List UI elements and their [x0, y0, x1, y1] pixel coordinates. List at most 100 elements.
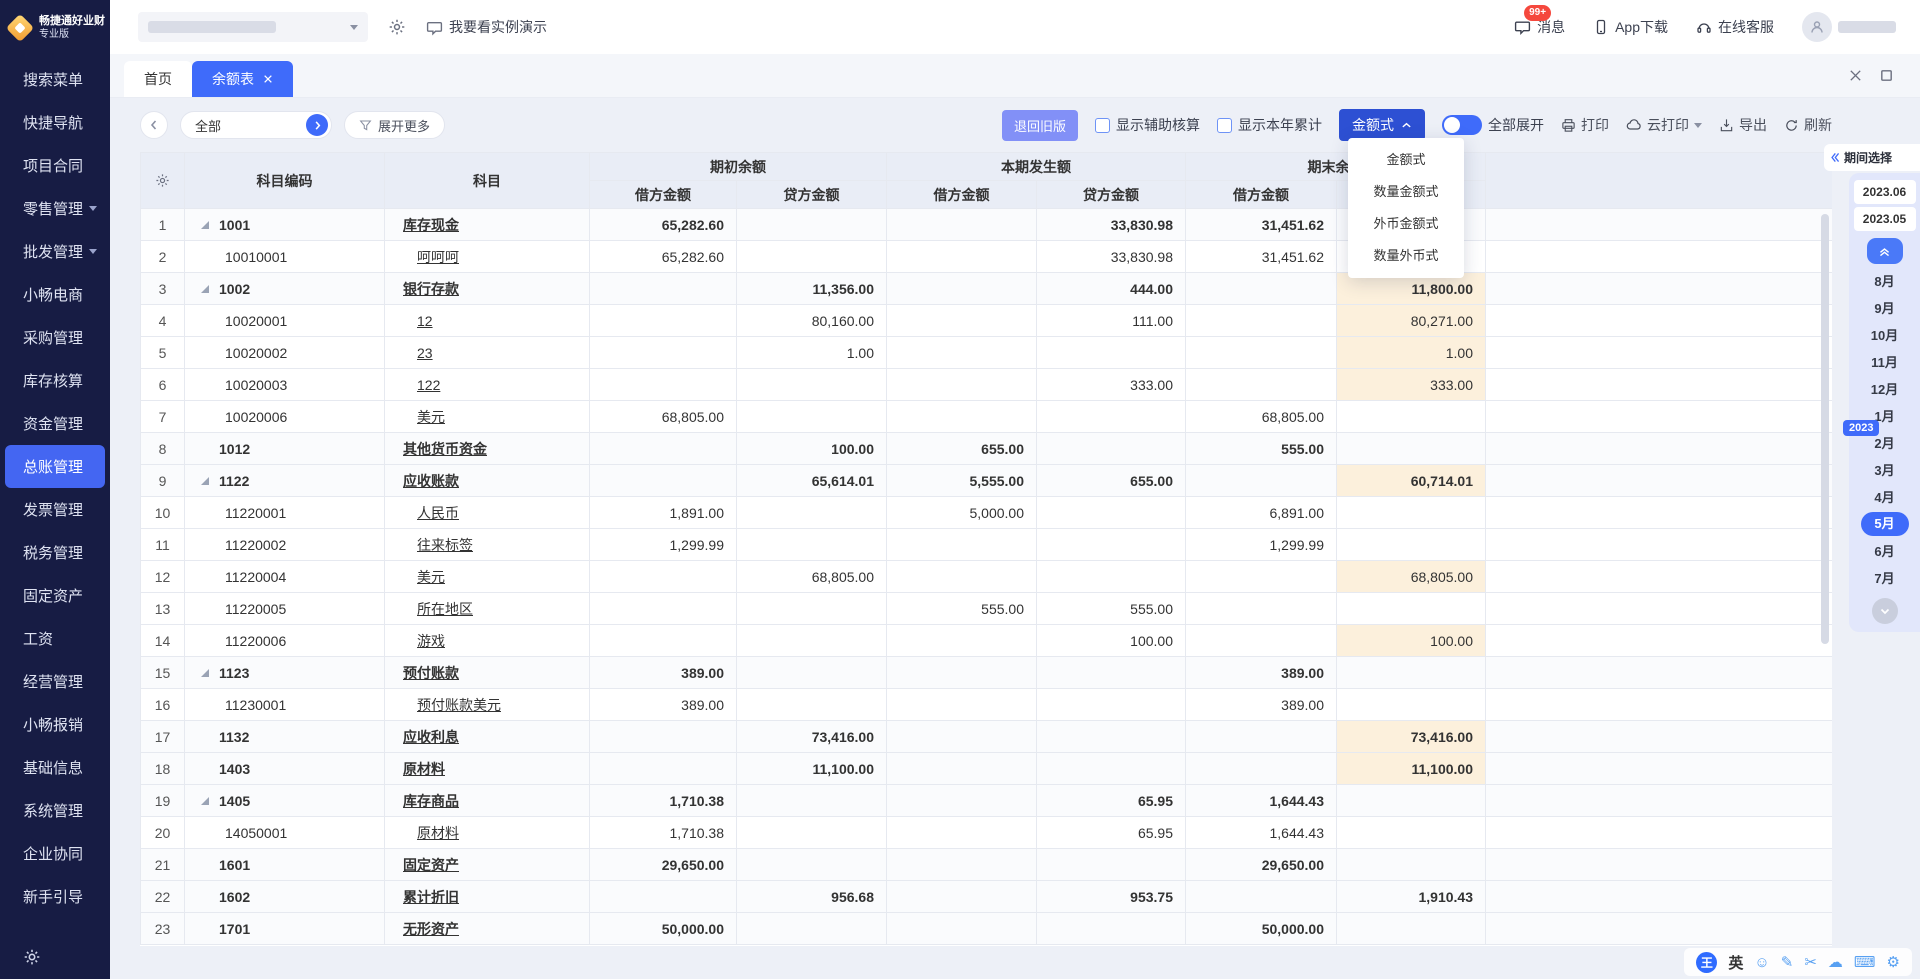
- account-link[interactable]: 银行存款: [403, 280, 459, 297]
- app-download-button[interactable]: App下载: [1593, 17, 1668, 37]
- table-row[interactable]: 12 11220004 美元 68,805.00 68,805.00: [140, 560, 1832, 593]
- table-row[interactable]: 11 11220002 往来标签 1,299.99 1,299.99: [140, 528, 1832, 561]
- expand-more-button[interactable]: 展开更多: [344, 111, 446, 139]
- scroll-down-button[interactable]: [1871, 598, 1898, 624]
- amount-style-button[interactable]: 金额式: [1339, 109, 1425, 141]
- account-link[interactable]: 库存现金: [403, 216, 459, 233]
- table-row[interactable]: 9 1122 应收账款 65,614.01 5,555.00 655.00 60,714.0…: [140, 464, 1832, 497]
- sidebar-item-7[interactable]: 采购管理: [0, 316, 110, 359]
- month-item[interactable]: 5月: [1860, 512, 1909, 536]
- account-link[interactable]: 122: [417, 376, 441, 393]
- expand-triangle-icon[interactable]: [201, 476, 209, 485]
- month-item[interactable]: 2月: [1874, 436, 1895, 451]
- account-link[interactable]: 游戏: [417, 632, 445, 649]
- pinned-period[interactable]: 2023.05: [1853, 207, 1916, 231]
- month-item[interactable]: 12月: [1870, 382, 1899, 397]
- expand-triangle-icon[interactable]: [201, 796, 209, 805]
- column-settings-header[interactable]: [140, 152, 185, 209]
- account-link[interactable]: 人民币: [417, 504, 459, 521]
- amount-style-option[interactable]: 数量金额式: [1373, 184, 1439, 199]
- account-link[interactable]: 美元: [417, 568, 445, 585]
- account-link[interactable]: 预付账款: [403, 664, 459, 681]
- sidebar-item-18[interactable]: 系统管理: [0, 789, 110, 832]
- pinned-period[interactable]: 2023.06: [1853, 180, 1916, 204]
- expand-all-toggle[interactable]: 全部展开: [1442, 115, 1544, 135]
- prev-button[interactable]: [140, 111, 168, 139]
- table-row[interactable]: 7 10020006 美元 68,805.00 68,805.00: [140, 400, 1832, 433]
- back-old-version-button[interactable]: 退回旧版: [1001, 109, 1078, 141]
- org-settings-icon[interactable]: [388, 18, 406, 36]
- sidebar-settings[interactable]: [0, 935, 110, 979]
- table-row[interactable]: 2 10010001 呵呵呵 65,282.60 33,830.98 31,451.62: [140, 240, 1832, 273]
- table-row[interactable]: 22 1602 累计折旧 956.68 953.75 1,910.43: [140, 880, 1832, 913]
- account-link[interactable]: 所在地区: [417, 600, 473, 617]
- scope-select[interactable]: 全部: [180, 111, 332, 139]
- table-row[interactable]: 21 1601 固定资产 29,650.00 29,650.00: [140, 848, 1832, 881]
- company-select[interactable]: [138, 12, 368, 42]
- close-icon[interactable]: [1848, 68, 1863, 83]
- table-row[interactable]: 6 10020003 122 333.00 333.00: [140, 368, 1832, 401]
- sidebar-item-3[interactable]: 项目合同: [0, 144, 110, 187]
- account-link[interactable]: 12: [417, 312, 433, 329]
- sidebar-item-8[interactable]: 库存核算: [0, 359, 110, 402]
- sidebar-item-19[interactable]: 企业协同: [0, 832, 110, 875]
- month-item[interactable]: 4月: [1874, 490, 1895, 505]
- cloud-print-button[interactable]: 云打印: [1626, 115, 1702, 135]
- table-row[interactable]: 18 1403 原材料 11,100.00 11,100.00: [140, 752, 1832, 785]
- month-item[interactable]: 7月: [1874, 571, 1895, 586]
- table-row[interactable]: 14 11220006 游戏 100.00 100.00: [140, 624, 1832, 657]
- table-row[interactable]: 10 11220001 人民币 1,891.00 5,000.00 6,891.00: [140, 496, 1832, 529]
- pencil-icon[interactable]: ✎: [1780, 953, 1794, 971]
- account-link[interactable]: 预付账款美元: [417, 696, 501, 713]
- month-item[interactable]: 11月: [1871, 355, 1898, 370]
- account-link[interactable]: 应收利息: [403, 728, 459, 745]
- table-row[interactable]: 8 1012 其他货币资金 100.00 655.00 555.00: [140, 432, 1832, 465]
- tab-balance-sheet[interactable]: 余额表: [192, 61, 293, 97]
- sidebar-item-11[interactable]: 发票管理: [0, 488, 110, 531]
- sidebar-item-9[interactable]: 资金管理: [0, 402, 110, 445]
- sidebar-item-17[interactable]: 基础信息: [0, 746, 110, 789]
- tab-home[interactable]: 首页: [124, 61, 192, 97]
- scissors-icon[interactable]: ✂: [1804, 953, 1817, 971]
- month-item[interactable]: 1月: [1874, 409, 1895, 424]
- table-row[interactable]: 1 1001 库存现金 65,282.60 33,830.98 31,451.62: [140, 208, 1832, 241]
- sidebar-item-10[interactable]: 总账管理: [5, 445, 105, 488]
- month-item[interactable]: 8月: [1874, 274, 1895, 289]
- sidebar-item-1[interactable]: 搜索菜单: [0, 58, 110, 101]
- expand-triangle-icon[interactable]: [201, 220, 209, 229]
- sidebar-item-12[interactable]: 税务管理: [0, 531, 110, 574]
- account-link[interactable]: 原材料: [417, 824, 459, 841]
- export-button[interactable]: 导出: [1719, 115, 1767, 135]
- sidebar-item-6[interactable]: 小畅电商: [0, 273, 110, 316]
- month-item[interactable]: 6月: [1874, 544, 1895, 559]
- account-link[interactable]: 应收账款: [403, 472, 459, 489]
- table-row[interactable]: 16 11230001 预付账款美元 389.00 389.00: [140, 688, 1832, 721]
- show-ytd-checkbox[interactable]: 显示本年累计: [1217, 115, 1322, 135]
- account-link[interactable]: 固定资产: [403, 856, 459, 873]
- amount-style-option[interactable]: 外币金额式: [1373, 216, 1439, 231]
- sidebar-item-15[interactable]: 经营管理: [0, 660, 110, 703]
- cloud-icon[interactable]: ☁: [1827, 953, 1843, 971]
- online-service-button[interactable]: 在线客服: [1696, 17, 1774, 37]
- account-link[interactable]: 累计折旧: [403, 888, 459, 905]
- print-button[interactable]: 打印: [1561, 115, 1609, 135]
- account-link[interactable]: 23: [417, 344, 433, 361]
- amount-style-option[interactable]: 金额式: [1386, 152, 1426, 167]
- account-link[interactable]: 库存商品: [403, 792, 459, 809]
- month-item[interactable]: 10月: [1870, 328, 1899, 343]
- table-row[interactable]: 5 10020002 23 1.00 1.00: [140, 336, 1832, 369]
- sidebar-item-16[interactable]: 小畅报销: [0, 703, 110, 746]
- month-item[interactable]: 9月: [1874, 301, 1895, 316]
- vertical-scrollbar[interactable]: [1821, 214, 1829, 644]
- refresh-button[interactable]: 刷新: [1784, 115, 1832, 135]
- expand-triangle-icon[interactable]: [201, 284, 209, 293]
- account-link[interactable]: 往来标签: [417, 536, 473, 553]
- table-row[interactable]: 13 11220005 所在地区 555.00 555.00: [140, 592, 1832, 625]
- amount-style-option[interactable]: 数量外币式: [1373, 248, 1439, 263]
- table-row[interactable]: 19 1405 库存商品 1,710.38 65.95 1,644.43: [140, 784, 1832, 817]
- collapse-panel-icon[interactable]: [1828, 151, 1841, 164]
- fullscreen-icon[interactable]: [1879, 68, 1894, 83]
- sidebar-item-13[interactable]: 固定资产: [0, 574, 110, 617]
- table-row[interactable]: 23 1701 无形资产 50,000.00 50,000.00: [140, 912, 1832, 945]
- sidebar-item-20[interactable]: 新手引导: [0, 875, 110, 918]
